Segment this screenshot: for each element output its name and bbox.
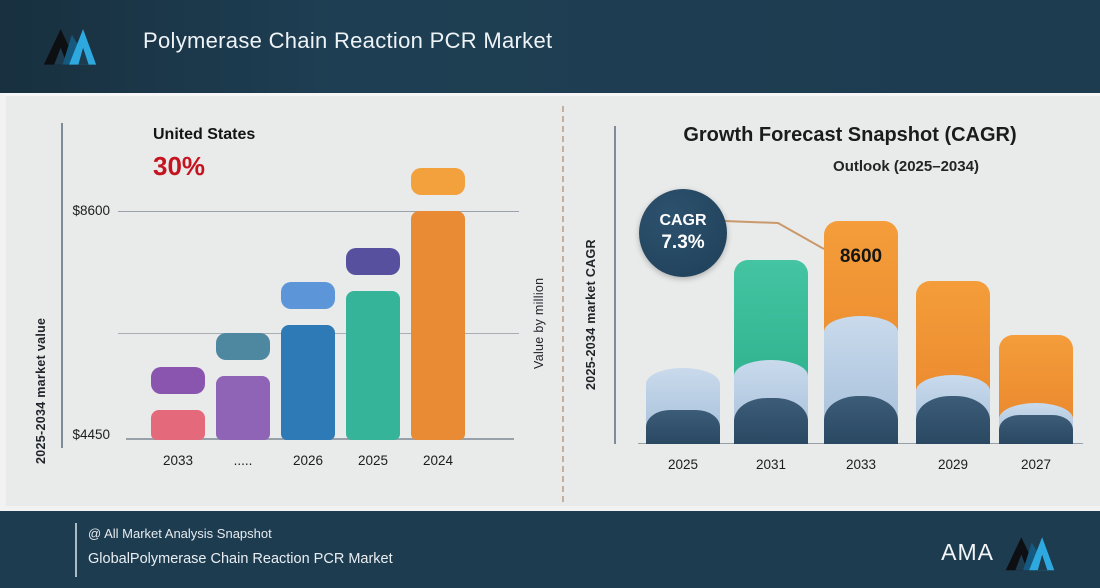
cagr-badge-label: CAGR [659,212,707,229]
x-label-2033: 2033 [845,457,877,472]
bar-2029-segment-0 [916,396,990,444]
x-label-.....: ..... [233,453,253,468]
x-label-2031: 2031 [755,457,787,472]
cagr-badge: CAGR 7.3% [639,189,727,277]
cagr-badge-value: 7.3% [661,232,705,253]
right-chart-title: Growth Forecast Snapshot (CAGR) [683,124,1017,146]
panel-divider [562,106,564,502]
x-label-2025: 2025 [667,457,699,472]
bar-..... [216,376,270,440]
left-bar-chart: $8600 $4450 2033..... 2026 2025 2024 [72,123,521,468]
gridline-8600 [118,211,519,212]
left-secondary-y-label: Value by million [532,277,546,369]
bar-2025 [346,291,400,440]
bar-cap-2024 [411,168,465,195]
bar-cap-..... [216,333,270,360]
bar-2025-segment-0 [646,410,720,444]
footer-brand: AMA [941,531,1056,573]
header: Polymerase Chain Reaction PCR Market [0,0,1100,93]
bar-2026 [281,325,335,440]
charts-panel: 2025-2034 market value United States 30%… [0,93,1100,511]
y-tick-top: $8600 [72,203,110,218]
footer-report-line: GlobalPolymerase Chain Reaction PCR Mark… [88,551,393,567]
y-tick-bottom: $4450 [72,427,110,442]
bar-2031-segment-0 [734,398,808,444]
left-chart-heading: United States 30% [153,126,255,182]
page-title: Polymerase Chain Reaction PCR Market [143,28,553,53]
footer-source-line: @ All Market Analysis Snapshot [88,526,272,541]
bar-2024 [411,211,465,440]
left-y-axis-label: 2025-2034 market value [34,317,48,465]
right-stacked-bar-chart: 8600 2025 2031 2033 2029 2027 [614,126,1086,472]
ama-logo-icon [1005,537,1055,571]
left-y-axis-line [61,123,63,448]
country-label: United States [153,126,256,143]
x-label-2024: 2024 [422,453,454,468]
highlight-percentage: 30% [153,151,206,181]
footer-divider-line [75,523,77,577]
footer: @ All Market Analysis Snapshot GlobalPol… [0,511,1100,588]
bar-2027-segment-0 [999,415,1073,444]
right-y-axis-label: 2025-2034 market CAGR [584,239,598,391]
ama-logo-icon [43,29,97,65]
x-label-2033: 2033 [162,453,194,468]
x-label-2025: 2025 [357,453,389,468]
x-label-2027: 2027 [1020,457,1052,472]
right-chart-subtitle: Outlook (2025–2034) [833,158,979,175]
bar-2033 [151,410,205,440]
right-y-axis-line [614,126,616,444]
bar-cap-2025 [346,248,400,275]
value-annotation: 8600 [839,246,883,267]
x-label-2029: 2029 [937,457,969,472]
x-label-2026: 2026 [292,453,324,468]
bar-cap-2026 [281,282,335,309]
bar-cap-2033 [151,367,205,394]
footer-brand-text: AMA [941,538,994,565]
bar-2033-segment-0 [824,396,898,444]
